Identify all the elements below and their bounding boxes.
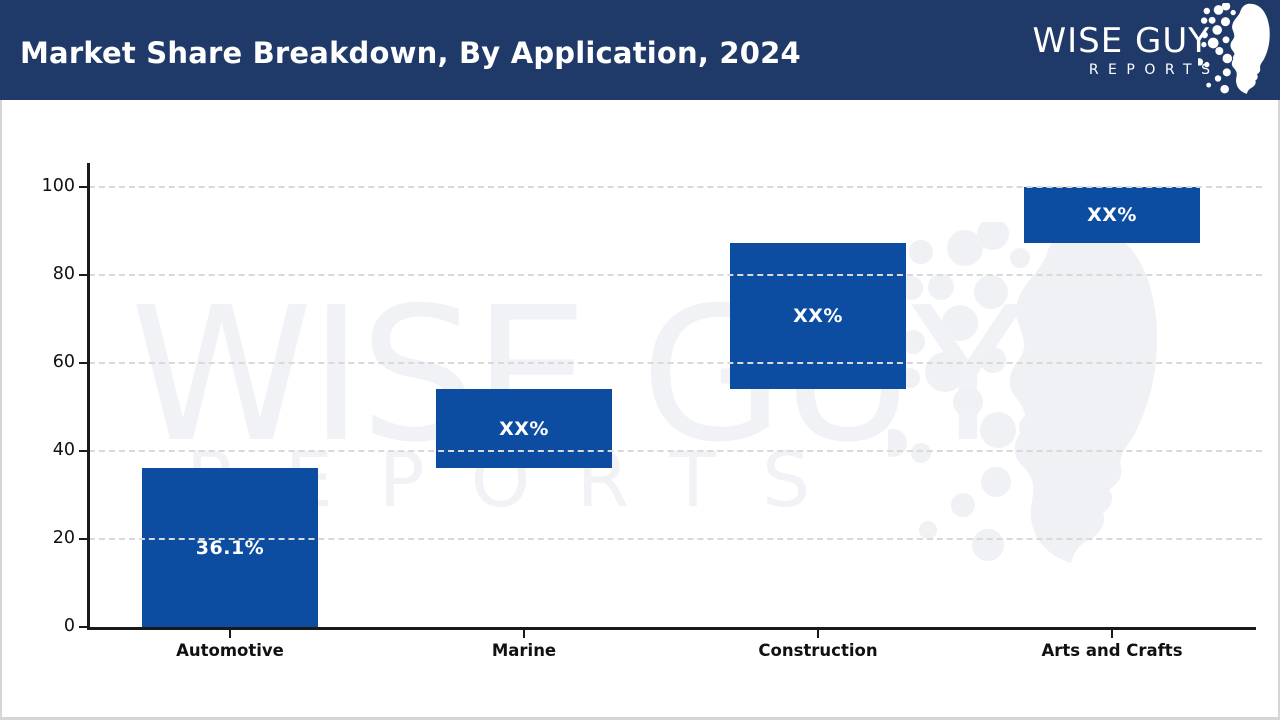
bar-value-label-marine: XX%	[499, 417, 549, 440]
chart-bar-construction	[730, 242, 906, 390]
y-axis-line	[87, 163, 90, 629]
y-tick-mark-40	[79, 450, 88, 452]
x-tick-mark-automotive	[229, 630, 231, 638]
x-axis-line	[87, 627, 1256, 630]
x-tick-mark-marine	[523, 630, 525, 638]
page-title: Market Share Breakdown, By Application, …	[20, 36, 801, 70]
gridline-100	[89, 186, 1262, 188]
x-tick-mark-arts-and-crafts	[1111, 630, 1113, 638]
y-tick-label-40: 40	[52, 440, 75, 460]
y-tick-label-20: 20	[52, 528, 75, 548]
x-category-label-construction: Construction	[758, 641, 878, 660]
y-tick-mark-0	[79, 626, 88, 628]
x-category-label-arts-and-crafts: Arts and Crafts	[1041, 641, 1183, 660]
header-bar: Market Share Breakdown, By Application, …	[0, 0, 1280, 100]
x-tick-mark-construction	[817, 630, 819, 638]
chart-bar-automotive	[142, 468, 318, 627]
logo-text: WISE GUY REPORTS	[1032, 24, 1210, 78]
y-tick-mark-60	[79, 362, 88, 364]
bar-value-label-arts-and-crafts: XX%	[1087, 203, 1137, 226]
y-tick-mark-100	[79, 186, 88, 188]
x-category-label-marine: Marine	[491, 641, 557, 660]
gridline-80	[89, 274, 1262, 276]
y-tick-mark-20	[79, 538, 88, 540]
gridline-20	[89, 538, 1262, 540]
y-tick-label-100: 100	[41, 176, 75, 196]
chart-bar-marine	[436, 389, 612, 469]
x-category-label-automotive: Automotive	[176, 641, 284, 660]
y-tick-label-60: 60	[52, 352, 75, 372]
gridline-40	[89, 450, 1262, 452]
wise-guy-logo: WISE GUY REPORTS	[1020, 0, 1280, 100]
bar-value-label-construction: XX%	[793, 305, 843, 328]
logo-wordmark: WISE GUY	[1032, 21, 1210, 61]
logo-head-icon	[1198, 3, 1270, 94]
bar-value-label-automotive: 36.1%	[195, 536, 265, 559]
logo-subtitle: REPORTS	[1088, 62, 1220, 78]
y-tick-label-0: 0	[63, 616, 75, 636]
gridline-60	[89, 362, 1262, 364]
y-tick-label-80: 80	[52, 264, 75, 284]
y-tick-mark-80	[79, 274, 88, 276]
